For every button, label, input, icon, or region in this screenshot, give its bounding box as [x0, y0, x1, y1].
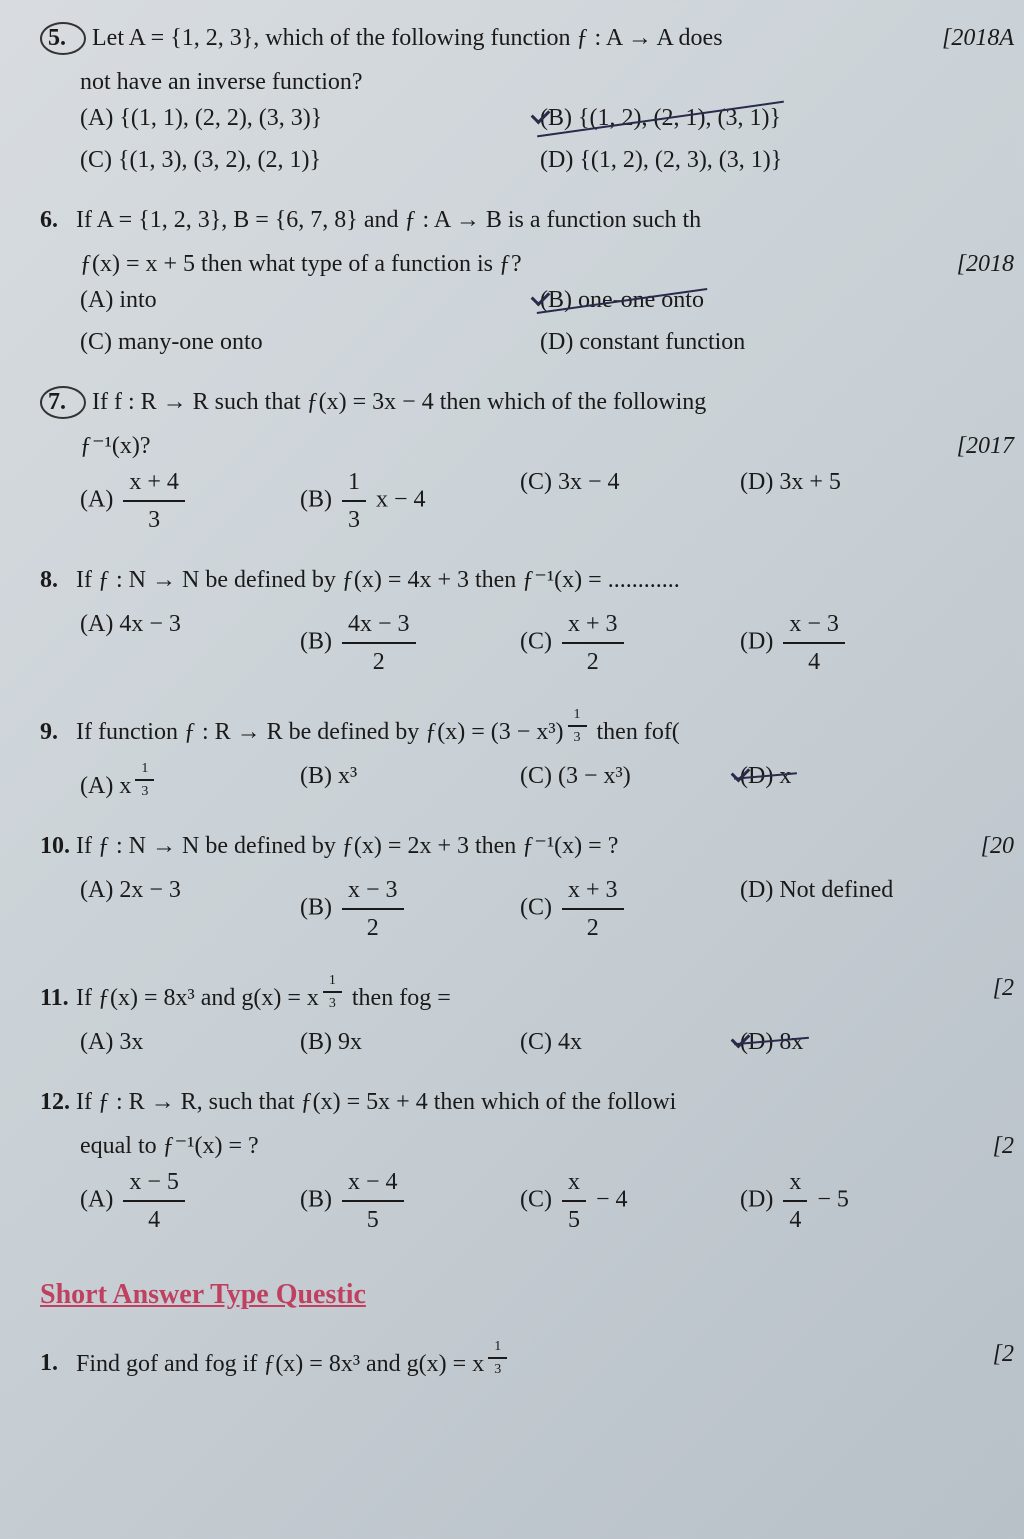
q11-number: 11.	[40, 980, 70, 1016]
question-9: 9. If function ƒ : R → R be defined by ƒ…	[40, 704, 1014, 810]
section-heading: Short Answer Type Questic	[40, 1274, 1014, 1316]
q7-opt-b: (B) 13 x − 4	[300, 464, 480, 538]
q11-opt-c: (C) 4x	[520, 1024, 700, 1060]
q8-number: 8.	[40, 562, 70, 598]
question-5: 5. Let A = {1, 2, 3}, which of the follo…	[40, 20, 1014, 184]
page-content: 5. Let A = {1, 2, 3}, which of the follo…	[0, 0, 1024, 1419]
q5-year: [2018A	[942, 20, 1014, 56]
q10-opt-b: (B) x − 32	[300, 872, 480, 946]
q7-opt-d: (D) 3x + 5	[740, 464, 920, 538]
q8-opt-a: (A) 4x − 3	[80, 606, 260, 680]
q6-opt-b: (B) one-one onto	[540, 282, 960, 318]
sq1-year: [2	[993, 1336, 1014, 1372]
short-question-1: 1. Find gof and fog if ƒ(x) = 8x³ and g(…	[40, 1336, 1014, 1382]
q6-opt-c: (C) many-one onto	[80, 324, 500, 360]
q5-text: 5. Let A = {1, 2, 3}, which of the follo…	[40, 20, 1014, 56]
q6-options: (A) into (B) one-one onto (C) many-one o…	[80, 282, 1014, 366]
q11-opt-a: (A) 3x	[80, 1024, 260, 1060]
q7-year: [2017	[957, 428, 1014, 464]
q7-opt-c: (C) 3x − 4	[520, 464, 700, 538]
q11-opt-b: (B) 9x	[300, 1024, 480, 1060]
q9-opt-b: (B) x³	[300, 758, 480, 804]
q8-opt-b: (B) 4x − 32	[300, 606, 480, 680]
q11-options: (A) 3x (B) 9x (C) 4x (D) 8x	[80, 1024, 1014, 1066]
q10-number: 10.	[40, 828, 70, 864]
q12-text: 12. If ƒ : R → R, such that ƒ(x) = 5x + …	[40, 1084, 1014, 1120]
question-10: 10. If ƒ : N → N be defined by ƒ(x) = 2x…	[40, 828, 1014, 952]
q11-text: 11. If ƒ(x) = 8x³ and g(x) = x13 then fo…	[40, 970, 1014, 1016]
question-11: 11. If ƒ(x) = 8x³ and g(x) = x13 then fo…	[40, 970, 1014, 1066]
q10-opt-c: (C) x + 32	[520, 872, 700, 946]
q6-year: [2018	[957, 246, 1014, 282]
q7-opt-a: (A) x + 43	[80, 464, 260, 538]
sq1-text: 1. Find gof and fog if ƒ(x) = 8x³ and g(…	[40, 1336, 1014, 1382]
q8-text: 8. If ƒ : N → N be defined by ƒ(x) = 4x …	[40, 562, 1014, 598]
q7-text: 7. If f : R → R such that ƒ(x) = 3x − 4 …	[40, 384, 1014, 420]
q9-opt-d: (D) x [20	[740, 758, 920, 804]
q5-opt-a: (A) {(1, 1), (2, 2), (3, 3)}	[80, 100, 500, 136]
q10-text: 10. If ƒ : N → N be defined by ƒ(x) = 2x…	[40, 828, 1014, 864]
q5-opt-d: (D) {(1, 2), (2, 3), (3, 1)}	[540, 142, 960, 178]
q12-year: [2	[993, 1128, 1014, 1164]
q10-year: [20	[981, 828, 1014, 864]
q9-opt-a: (A) x13	[80, 758, 260, 804]
q9-options: (A) x13 (B) x³ (C) (3 − x³) (D) x [20	[80, 758, 1014, 810]
q5-number: 5.	[40, 22, 86, 55]
q8-opt-c: (C) x + 32	[520, 606, 700, 680]
q6-opt-d: (D) constant function	[540, 324, 960, 360]
q10-options: (A) 2x − 3 (B) x − 32 (C) x + 32 (D) Not…	[80, 872, 1014, 952]
q12-opt-c: (C) x5 − 4	[520, 1164, 700, 1238]
q9-opt-c: (C) (3 − x³)	[520, 758, 700, 804]
q9-text: 9. If function ƒ : R → R be defined by ƒ…	[40, 704, 1014, 750]
q12-number: 12.	[40, 1084, 70, 1120]
q10-opt-a: (A) 2x − 3	[80, 872, 260, 946]
q5-opt-c: (C) {(1, 3), (3, 2), (2, 1)}	[80, 142, 500, 178]
q7-options: (A) x + 43 (B) 13 x − 4 (C) 3x − 4 (D) 3…	[80, 464, 1014, 544]
q12-options: (A) x − 54 (B) x − 45 (C) x5 − 4 (D) x4 …	[80, 1164, 1014, 1244]
q6-number: 6.	[40, 202, 70, 238]
q10-opt-d: (D) Not defined	[740, 872, 920, 946]
q8-opt-d: (D) x − 34 [201	[740, 606, 920, 680]
q5-opt-b: (B) {(1, 2), (2, 1), (3, 1)}	[540, 100, 960, 136]
q7-number: 7.	[40, 386, 86, 419]
q5-options: (A) {(1, 1), (2, 2), (3, 3)} (B) {(1, 2)…	[80, 100, 1014, 184]
q11-year: [2	[993, 970, 1014, 1006]
sq1-number: 1.	[40, 1345, 70, 1381]
question-8: 8. If ƒ : N → N be defined by ƒ(x) = 4x …	[40, 562, 1014, 686]
q11-opt-d: (D) 8x	[740, 1024, 920, 1060]
q12-opt-a: (A) x − 54	[80, 1164, 260, 1238]
q12-opt-d: (D) x4 − 5	[740, 1164, 920, 1238]
question-12: 12. If ƒ : R → R, such that ƒ(x) = 5x + …	[40, 1084, 1014, 1244]
q12-opt-b: (B) x − 45	[300, 1164, 480, 1238]
q6-text: 6. If A = {1, 2, 3}, B = {6, 7, 8} and ƒ…	[40, 202, 1014, 238]
q8-options: (A) 4x − 3 (B) 4x − 32 (C) x + 32 (D) x …	[80, 606, 1014, 686]
q6-opt-a: (A) into	[80, 282, 500, 318]
question-6: 6. If A = {1, 2, 3}, B = {6, 7, 8} and ƒ…	[40, 202, 1014, 366]
question-7: 7. If f : R → R such that ƒ(x) = 3x − 4 …	[40, 384, 1014, 544]
q9-number: 9.	[40, 714, 70, 750]
